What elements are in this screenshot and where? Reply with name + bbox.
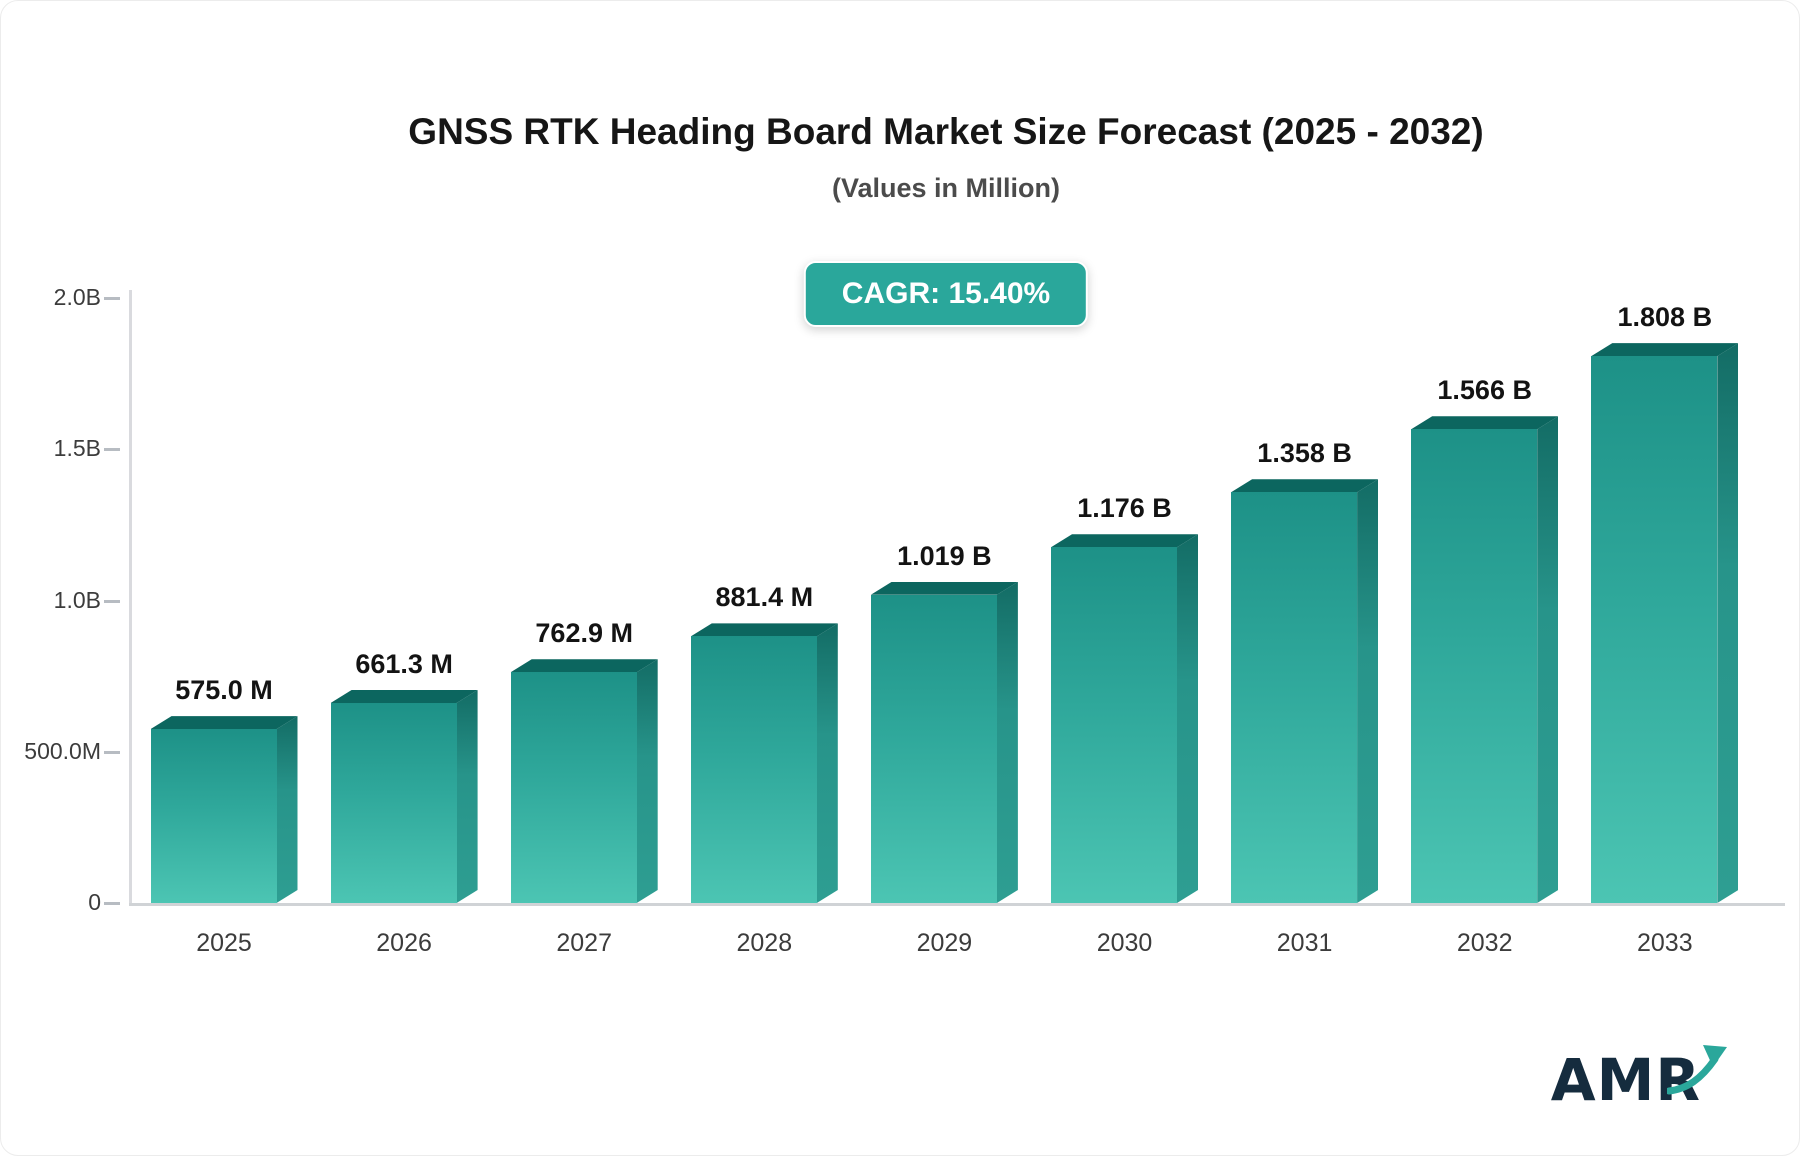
bar-side-face [1717, 343, 1738, 903]
y-axis-tick-mark [104, 750, 120, 754]
x-axis-label: 2030 [1096, 929, 1153, 957]
bar [330, 690, 478, 903]
y-axis-tick-mark [104, 902, 120, 905]
y-axis-tick-label: 500.0M [24, 737, 101, 764]
x-axis-label: 2025 [196, 929, 252, 957]
bar-front-face [510, 672, 637, 903]
bar-side-face [1357, 479, 1378, 903]
bar-value-label: 661.3 M [355, 648, 453, 679]
bar-value-label: 1.808 B [1617, 302, 1713, 333]
bar-side-face [817, 623, 838, 903]
bar [1591, 343, 1738, 903]
bar [1231, 479, 1378, 903]
bar-front-face [1231, 492, 1358, 903]
chart-subtitle: (Values in Million) [831, 173, 1061, 203]
bar [510, 659, 658, 903]
chart-title: GNSS RTK Heading Board Market Size Forec… [408, 111, 1484, 152]
bar-side-face [457, 690, 478, 903]
bar [1411, 416, 1558, 903]
bar [870, 582, 1018, 903]
amr-logo-arrow-icon [1667, 1045, 1727, 1095]
x-axis-label: 2028 [736, 929, 793, 957]
bar-value-label: 575.0 M [175, 675, 273, 706]
bar-top-face [691, 623, 838, 636]
bar-top-face [151, 716, 298, 729]
bar-top-face [1231, 479, 1378, 492]
bar-top-face [871, 582, 1018, 595]
bar-side-face [1177, 534, 1198, 903]
bar [1051, 534, 1198, 903]
bar-front-face [330, 702, 457, 903]
bar-value-label: 762.9 M [535, 618, 633, 649]
bar-value-label: 1.358 B [1257, 438, 1352, 469]
y-axis-tick-mark [104, 599, 120, 603]
bar-top-face [1051, 534, 1198, 547]
bar-value-label: 1.566 B [1437, 375, 1532, 406]
y-axis-tick-label: 2.0B [53, 284, 101, 310]
bar-side-face [1537, 416, 1558, 903]
bar-top-face [331, 690, 478, 703]
bar-front-face [1411, 429, 1538, 903]
plot-area: 2.0B 1.5B 1.0B 500.0M 0 575.0 M 2025 661.3 M 202… [24, 284, 1785, 957]
bar-value-label: 881.4 M [715, 582, 814, 613]
bar-value-label: 1.176 B [1077, 493, 1172, 524]
bar-top-face [511, 659, 658, 672]
bar-front-face [150, 729, 277, 903]
amr-logo: AMR [1551, 1043, 1729, 1117]
bar-side-face [277, 716, 298, 903]
amr-logo-text: AMR [1550, 1046, 1701, 1114]
bar-side-face [637, 659, 658, 903]
bar-front-face [870, 594, 997, 903]
y-axis-tick-mark [104, 297, 120, 300]
bar-front-face [1591, 356, 1718, 903]
cagr-badge: CAGR: 15.40% [803, 261, 1089, 327]
bar-side-face [997, 582, 1018, 903]
bar-top-face [1411, 416, 1558, 429]
y-axis-tick-label: 0 [88, 889, 101, 915]
bar-top-face [1591, 343, 1738, 356]
x-axis-label: 2032 [1456, 929, 1513, 957]
bar-front-face [690, 636, 817, 903]
y-axis-tick-label: 1.5B [53, 435, 101, 462]
y-axis-tick-mark [104, 448, 120, 452]
bar-value-label: 1.019 B [897, 540, 992, 571]
x-axis-label: 2027 [556, 929, 612, 957]
x-axis-label: 2029 [916, 929, 973, 957]
bar [690, 623, 838, 903]
x-axis-label: 2031 [1276, 929, 1333, 957]
y-axis-tick-label: 1.0B [53, 586, 101, 613]
x-axis-label: 2033 [1636, 929, 1693, 957]
x-axis-label: 2026 [376, 929, 432, 957]
bar-front-face [1051, 547, 1177, 903]
bar [150, 716, 298, 903]
